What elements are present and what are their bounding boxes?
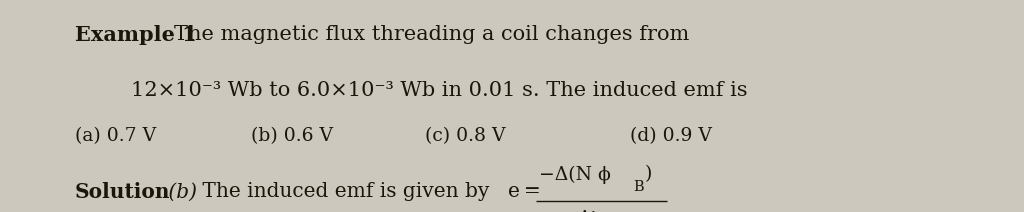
Text: e =: e = (508, 182, 545, 201)
Text: (d) 0.9 V: (d) 0.9 V (630, 127, 712, 145)
Text: The induced emf is given by: The induced emf is given by (196, 182, 496, 201)
Text: (b): (b) (162, 182, 197, 201)
Text: (a) 0.7 V: (a) 0.7 V (75, 127, 156, 145)
Text: (c) 0.8 V: (c) 0.8 V (425, 127, 506, 145)
Text: (b) 0.6 V: (b) 0.6 V (251, 127, 333, 145)
Text: Example 1: Example 1 (75, 25, 197, 45)
Text: B: B (633, 180, 643, 194)
Text: Solution: Solution (75, 182, 170, 202)
Text: −Δ(N ϕ: −Δ(N ϕ (539, 165, 610, 184)
Text: The magnetic flux threading a coil changes from: The magnetic flux threading a coil chang… (174, 25, 689, 45)
Text: Δt: Δt (578, 210, 599, 212)
Text: 12×10⁻³ Wb to 6.0×10⁻³ Wb in 0.01 s. The induced emf is: 12×10⁻³ Wb to 6.0×10⁻³ Wb in 0.01 s. The… (131, 81, 748, 100)
Text: ): ) (645, 165, 652, 183)
